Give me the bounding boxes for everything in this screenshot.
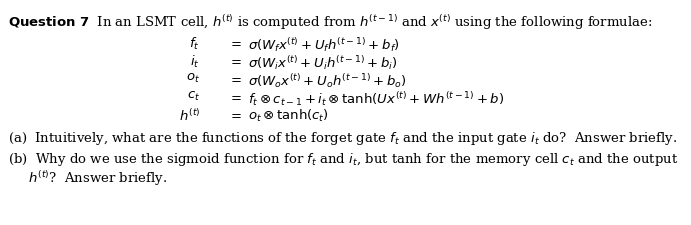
Text: (a)  Intuitively, what are the functions of the forget gate $f_t$ and the input : (a) Intuitively, what are the functions … [8,129,677,146]
Text: $h^{(t)}$?  Answer briefly.: $h^{(t)}$? Answer briefly. [28,168,167,187]
Text: $\sigma(W_o x^{(t)} + U_o h^{(t-1)} + b_o)$: $\sigma(W_o x^{(t)} + U_o h^{(t-1)} + b_… [248,72,407,90]
Text: $o_t$: $o_t$ [186,72,200,85]
Text: $i_t$: $i_t$ [191,54,200,70]
Text: $=$: $=$ [228,90,242,103]
Text: $h^{(t)}$: $h^{(t)}$ [178,108,200,123]
Text: $f_t$: $f_t$ [189,36,200,52]
Text: $f_t \otimes c_{t-1} + i_t \otimes \tanh(Ux^{(t)} + Wh^{(t-1)} + b)$: $f_t \otimes c_{t-1} + i_t \otimes \tanh… [248,90,504,108]
Text: $c_t$: $c_t$ [187,90,200,103]
Text: $=$: $=$ [228,54,242,67]
Text: $=$: $=$ [228,108,242,120]
Text: $\bf{Question\ 7}$  In an LSMT cell, $h^{(t)}$ is computed from $h^{(t-1)}$ and : $\bf{Question\ 7}$ In an LSMT cell, $h^{… [8,13,652,32]
Text: (b)  Why do we use the sigmoid function for $f_t$ and $i_t$, but tanh for the me: (b) Why do we use the sigmoid function f… [8,150,679,167]
Text: $\sigma(W_f x^{(t)} + U_f h^{(t-1)} + b_f)$: $\sigma(W_f x^{(t)} + U_f h^{(t-1)} + b_… [248,36,399,54]
Text: $\sigma(W_i x^{(t)} + U_i h^{(t-1)} + b_i)$: $\sigma(W_i x^{(t)} + U_i h^{(t-1)} + b_… [248,54,397,72]
Text: $=$: $=$ [228,72,242,85]
Text: $o_t \otimes \tanh(c_t)$: $o_t \otimes \tanh(c_t)$ [248,108,329,124]
Text: $=$: $=$ [228,36,242,49]
